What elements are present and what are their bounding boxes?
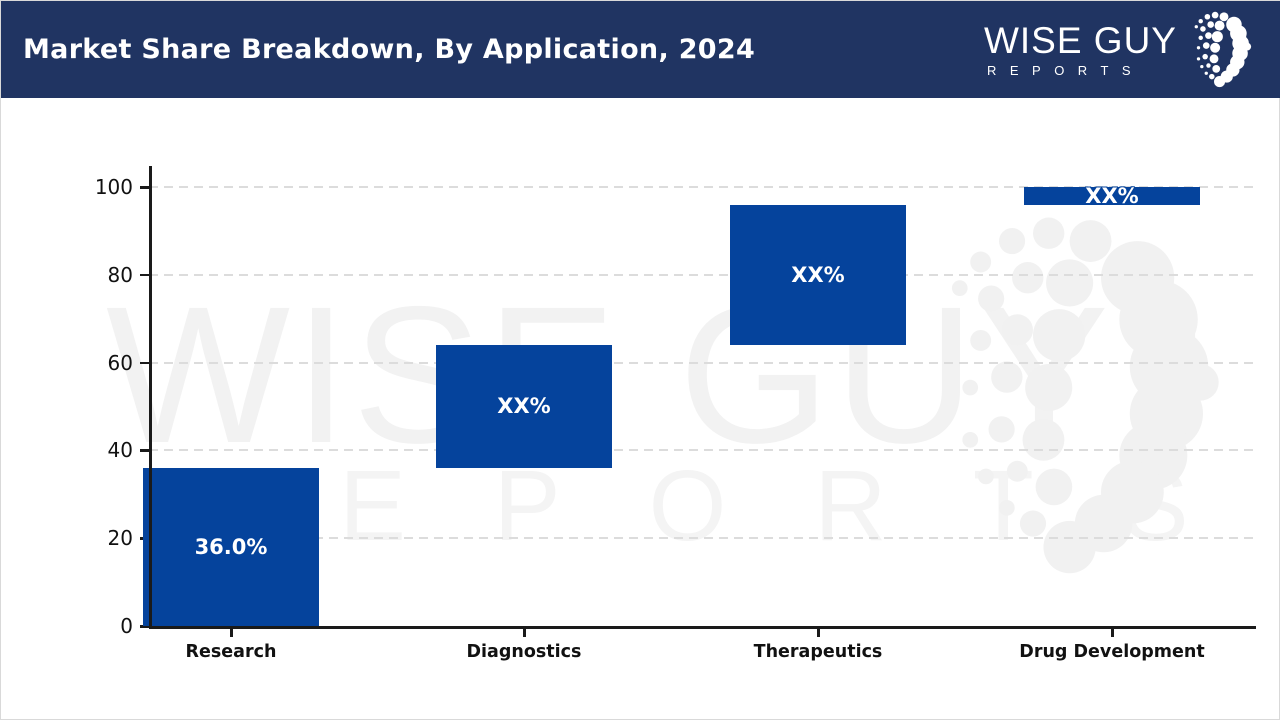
y-tick-label: 60 xyxy=(107,350,133,375)
y-tick-label: 0 xyxy=(120,614,133,638)
bar-chart: 0 20 40 60 80 100 36.0% XX% XX% XX% Research Diagno… xyxy=(1,166,1280,662)
x-axis-line xyxy=(149,626,1256,629)
x-tick-label-diagnostics: Diagnostics xyxy=(466,642,582,662)
y-tick-label: 80 xyxy=(107,262,133,287)
x-tick-mark xyxy=(523,628,526,637)
bar-value-label-drug-development: XX% xyxy=(1085,183,1139,208)
x-tick-label-research: Research xyxy=(185,642,277,662)
logo-wordmark: WISE GUY REPORTS xyxy=(984,22,1177,78)
page-title: Market Share Breakdown, By Application, … xyxy=(23,34,756,65)
gridline xyxy=(149,449,1256,452)
y-tick-label: 100 xyxy=(94,175,133,199)
logo-wordmark-main: WISE GUY xyxy=(983,19,1177,61)
y-tick-mark xyxy=(140,449,149,452)
y-tick-mark xyxy=(140,625,149,628)
bar-value-label-research: 36.0% xyxy=(194,534,268,559)
bar-value-label-diagnostics: XX% xyxy=(497,394,551,419)
y-tick-mark xyxy=(140,186,149,189)
gridline xyxy=(149,537,1256,540)
y-tick-mark xyxy=(140,361,149,365)
bar-value-label-therapeutics: XX% xyxy=(791,262,845,287)
y-tick-label: 40 xyxy=(107,438,133,463)
y-tick-label: 20 xyxy=(107,526,133,551)
gridline xyxy=(149,186,1256,188)
x-tick-mark xyxy=(1111,628,1114,637)
bar-research: 36.0% xyxy=(143,467,319,626)
y-tick-mark xyxy=(140,273,149,277)
x-tick-mark xyxy=(817,628,820,637)
bar-therapeutics: XX% xyxy=(730,204,906,346)
gridline xyxy=(149,273,1256,276)
bar-drug-development: XX% xyxy=(1024,183,1200,208)
bar-diagnostics: XX% xyxy=(436,345,612,468)
logo-wordmark-sub: REPORTS xyxy=(986,62,1145,78)
x-tick-label-drug-development: Drug Development xyxy=(1019,642,1205,662)
gridline xyxy=(149,361,1256,364)
header-bar: Market Share Breakdown, By Application, … xyxy=(1,1,1280,98)
x-tick-label-therapeutics: Therapeutics xyxy=(753,642,883,662)
y-axis-line xyxy=(149,166,152,628)
wiseguy-head-icon xyxy=(1194,11,1252,87)
brand-logo: WISE GUY REPORTS xyxy=(984,11,1255,89)
x-tick-mark xyxy=(230,628,233,637)
